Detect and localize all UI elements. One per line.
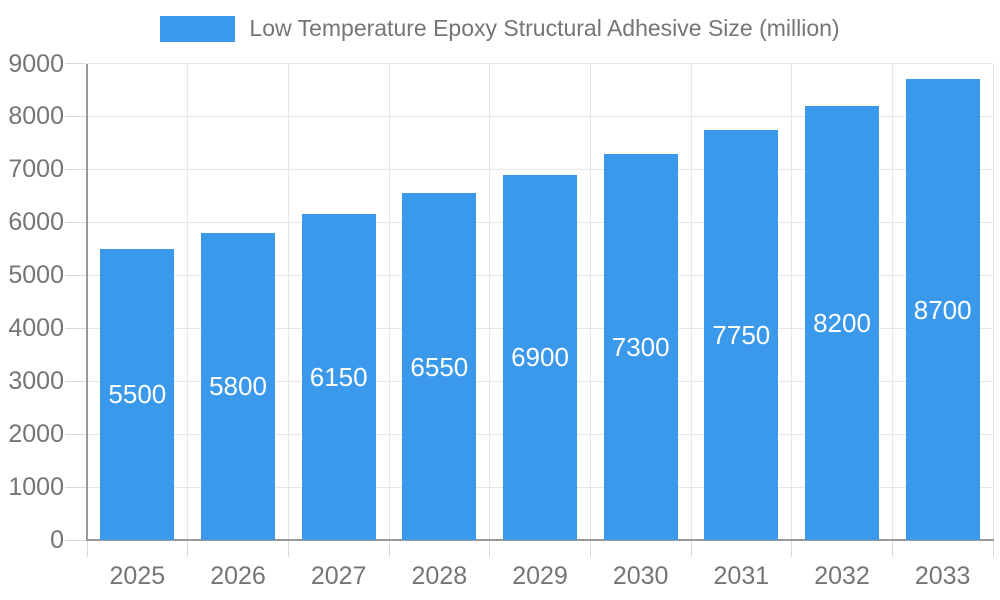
- y-axis-line: [86, 63, 88, 540]
- y-axis-label: 5000: [8, 261, 64, 290]
- y-axis-label: 8000: [8, 102, 64, 131]
- bar[interactable]: [704, 129, 779, 540]
- bar-value-label: 6150: [309, 362, 368, 393]
- legend-swatch: [160, 15, 236, 42]
- x-axis-label: 2025: [109, 562, 166, 590]
- y-tick: [65, 63, 86, 64]
- bar-value-label: 8200: [813, 307, 871, 338]
- bar[interactable]: [905, 79, 980, 540]
- bar[interactable]: [201, 232, 275, 540]
- x-gridline: [589, 63, 591, 540]
- x-tick: [992, 541, 994, 557]
- y-tick: [65, 274, 86, 276]
- y-tick: [65, 115, 86, 117]
- x-gridline: [690, 63, 692, 540]
- x-gridline: [287, 63, 289, 540]
- x-gridline: [992, 63, 994, 540]
- bar[interactable]: [805, 105, 879, 540]
- y-axis-label: 7000: [8, 155, 64, 184]
- bar-value-label: 5500: [108, 379, 167, 410]
- bar-value-label: 5800: [209, 371, 267, 402]
- bar-value-label: 7300: [611, 331, 670, 362]
- y-axis-label: 6000: [8, 208, 64, 237]
- y-axis-label: 3000: [8, 367, 64, 396]
- x-gridline: [388, 63, 390, 540]
- bar[interactable]: [402, 193, 477, 540]
- x-gridline: [187, 63, 189, 540]
- y-gridline: [87, 115, 993, 117]
- x-axis-label: 2028: [411, 562, 468, 590]
- x-axis-label: 2030: [612, 562, 669, 590]
- x-tick: [589, 541, 591, 557]
- y-tick: [65, 221, 86, 223]
- bar[interactable]: [100, 248, 175, 540]
- chart-legend[interactable]: Low Temperature Epoxy Structural Adhesiv…: [0, 15, 1000, 42]
- bar[interactable]: [503, 174, 577, 540]
- x-tick: [287, 541, 289, 557]
- x-axis-label: 2026: [210, 562, 266, 590]
- y-axis-label: 2000: [8, 420, 64, 449]
- x-axis-line: [86, 539, 994, 541]
- y-gridline: [87, 168, 993, 170]
- y-tick: [65, 486, 86, 488]
- y-axis-label: 9000: [8, 49, 64, 78]
- y-tick: [65, 539, 86, 541]
- y-axis-label: 0: [50, 526, 64, 554]
- y-tick: [65, 168, 86, 170]
- bar-value-label: 6550: [410, 351, 469, 382]
- y-axis-label: 4000: [8, 314, 64, 343]
- x-axis-label: 2031: [713, 562, 770, 590]
- bar-value-label: 8700: [913, 294, 972, 325]
- x-tick: [489, 541, 491, 557]
- x-gridline: [489, 63, 491, 540]
- y-tick: [65, 380, 86, 382]
- x-axis-label: 2032: [814, 562, 870, 590]
- x-axis-label: 2027: [310, 562, 367, 590]
- x-axis-label: 2029: [512, 562, 568, 590]
- x-tick: [690, 541, 692, 557]
- bar-value-label: 6900: [511, 342, 569, 373]
- y-gridline: [87, 63, 993, 64]
- legend-label: Low Temperature Epoxy Structural Adhesiv…: [249, 15, 840, 41]
- x-tick: [187, 541, 189, 557]
- y-axis-label: 1000: [8, 473, 64, 502]
- x-gridline: [891, 63, 893, 540]
- x-axis-label: 2033: [914, 562, 971, 590]
- x-tick: [86, 541, 88, 557]
- bar[interactable]: [301, 214, 376, 540]
- x-gridline: [791, 63, 793, 540]
- y-tick: [65, 327, 86, 329]
- x-tick: [791, 541, 793, 557]
- y-tick: [65, 433, 86, 435]
- x-tick: [891, 541, 893, 557]
- x-tick: [388, 541, 390, 557]
- bar-value-label: 7750: [712, 319, 771, 350]
- bar[interactable]: [603, 153, 678, 540]
